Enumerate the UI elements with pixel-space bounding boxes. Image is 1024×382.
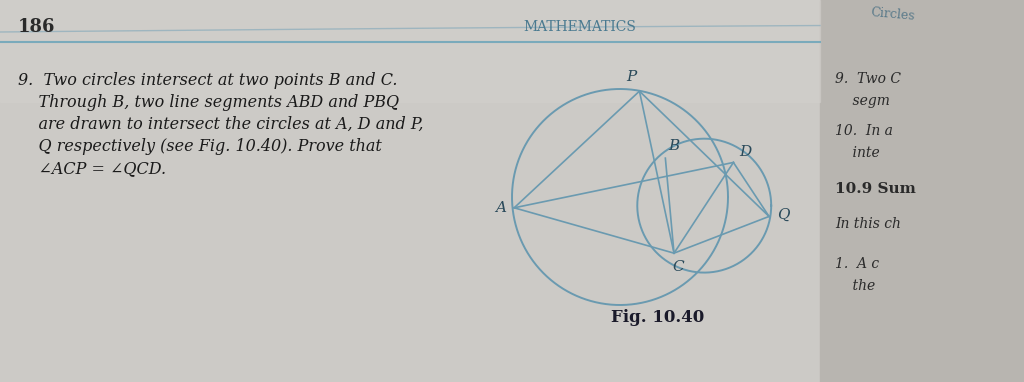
Text: MATHEMATICS: MATHEMATICS — [523, 20, 637, 34]
Text: Q respectively (see Fig. 10.40). Prove that: Q respectively (see Fig. 10.40). Prove t… — [18, 138, 382, 155]
Text: Q: Q — [777, 207, 790, 222]
Bar — [0, 0, 820, 382]
Text: 10.9 Sum: 10.9 Sum — [835, 182, 915, 196]
Bar — [820, 0, 1024, 382]
Text: ∠ACP = ∠QCD.: ∠ACP = ∠QCD. — [18, 160, 166, 177]
Text: 10.  In a: 10. In a — [835, 124, 893, 138]
Text: In this ch: In this ch — [835, 217, 901, 231]
Text: P: P — [627, 70, 637, 84]
Text: Fig. 10.40: Fig. 10.40 — [611, 309, 705, 327]
Text: B: B — [668, 139, 679, 153]
Text: C: C — [672, 260, 684, 274]
Text: A: A — [495, 201, 506, 215]
Text: Circles: Circles — [870, 6, 915, 23]
Text: are drawn to intersect the circles at A, D and P,: are drawn to intersect the circles at A,… — [18, 116, 424, 133]
Text: 9.  Two C: 9. Two C — [835, 72, 901, 86]
Text: D: D — [739, 146, 752, 159]
Text: 186: 186 — [18, 18, 55, 36]
Text: segm: segm — [835, 94, 890, 108]
Text: Through B, two line segments ABD and PBQ: Through B, two line segments ABD and PBQ — [18, 94, 399, 111]
Text: 9.  Two circles intersect at two points B and C.: 9. Two circles intersect at two points B… — [18, 72, 397, 89]
Text: the: the — [835, 279, 876, 293]
Text: 1.  A c: 1. A c — [835, 257, 880, 271]
Text: inte: inte — [835, 146, 880, 160]
Bar — [0, 0, 820, 102]
